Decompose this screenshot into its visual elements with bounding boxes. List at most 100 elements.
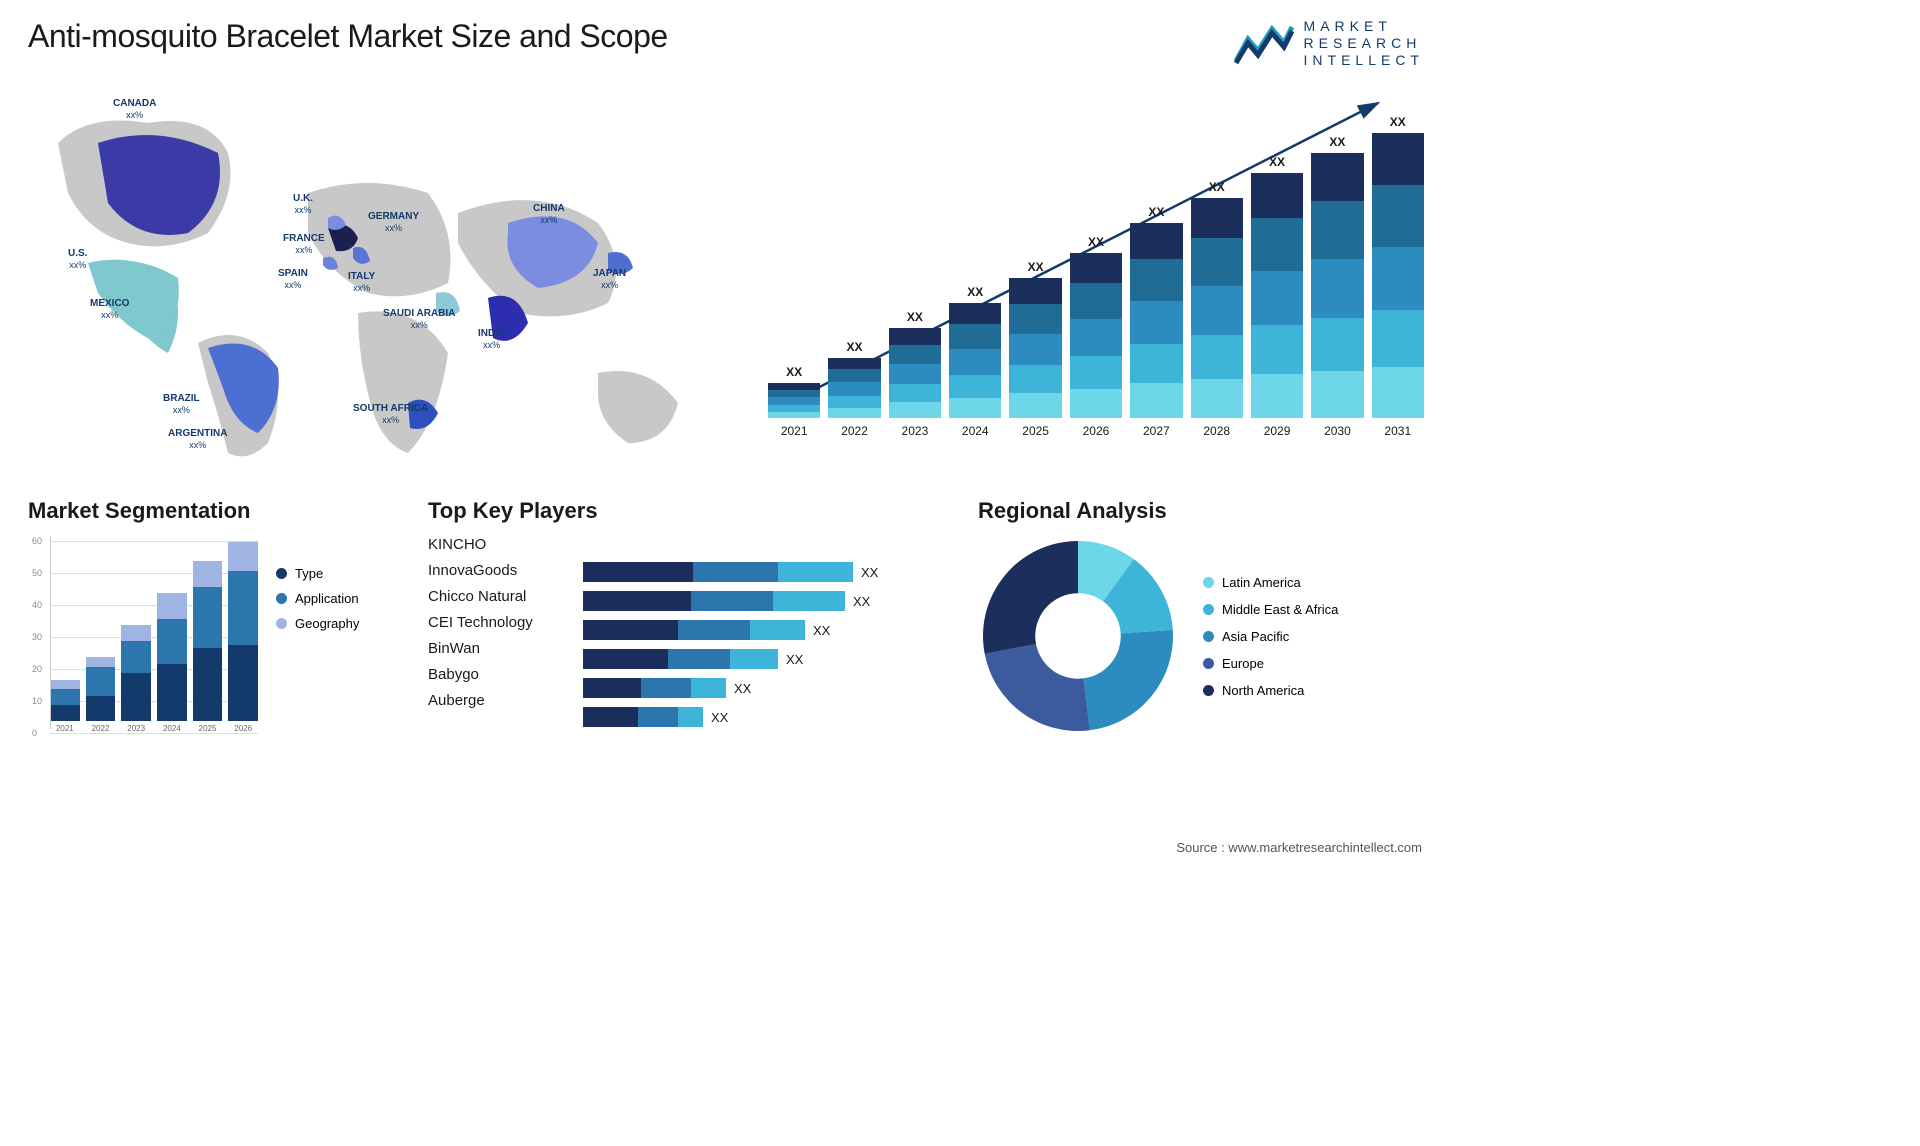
players-title: Top Key Players xyxy=(428,498,958,524)
seg-ytick: 40 xyxy=(32,600,42,610)
player-name: Auberge xyxy=(428,692,563,709)
player-bar-row: XX xyxy=(583,678,958,698)
growth-bar-year: 2021 xyxy=(781,424,808,438)
player-value: XX xyxy=(734,681,751,696)
growth-bar-year: 2027 xyxy=(1143,424,1170,438)
growth-bar-year: 2028 xyxy=(1203,424,1230,438)
map-label: ITALYxx% xyxy=(348,271,375,294)
seg-legend-item: Application xyxy=(276,591,359,606)
player-value: XX xyxy=(813,623,830,638)
player-bar-row: XX xyxy=(583,620,958,640)
player-name: KINCHO xyxy=(428,536,563,553)
source-text: Source : www.marketresearchintellect.com xyxy=(1176,840,1422,855)
donut-slice xyxy=(985,644,1090,731)
seg-bar-col: 2025 xyxy=(193,561,223,733)
growth-bar-value: XX xyxy=(847,340,863,354)
player-name: InnovaGoods xyxy=(428,562,563,579)
player-name: Babygo xyxy=(428,666,563,683)
seg-legend-item: Type xyxy=(276,566,359,581)
growth-bar-value: XX xyxy=(1269,155,1285,169)
seg-xlabel: 2024 xyxy=(163,724,181,733)
growth-bar-year: 2024 xyxy=(962,424,989,438)
growth-bar-year: 2031 xyxy=(1384,424,1411,438)
seg-xlabel: 2026 xyxy=(234,724,252,733)
growth-bar-value: XX xyxy=(1209,180,1225,194)
player-bar-row: XX xyxy=(583,562,958,582)
player-name: Chicco Natural xyxy=(428,588,563,605)
map-label: ARGENTINAxx% xyxy=(168,428,227,451)
seg-bar-col: 2024 xyxy=(157,593,187,733)
logo: MARKET RESEARCH INTELLECT xyxy=(1234,18,1424,68)
growth-bar-value: XX xyxy=(1088,235,1104,249)
logo-line3: INTELLECT xyxy=(1304,52,1424,69)
donut-slice xyxy=(1083,630,1173,730)
map-label: JAPANxx% xyxy=(593,268,626,291)
seg-xlabel: 2025 xyxy=(199,724,217,733)
player-name: CEI Technology xyxy=(428,614,563,631)
player-name: BinWan xyxy=(428,640,563,657)
growth-bar-year: 2029 xyxy=(1264,424,1291,438)
regional-legend-item: Europe xyxy=(1203,656,1338,671)
regional-donut xyxy=(978,536,1178,736)
growth-bar-col: XX 2030 xyxy=(1311,135,1363,438)
map-label: INDIAxx% xyxy=(478,328,505,351)
growth-bar-col: XX 2028 xyxy=(1191,180,1243,438)
growth-bar-col: XX 2031 xyxy=(1372,115,1424,438)
seg-bar-col: 2026 xyxy=(228,542,258,733)
map-label: CANADAxx% xyxy=(113,98,156,121)
growth-bar-value: XX xyxy=(786,365,802,379)
regional-panel: Regional Analysis Latin AmericaMiddle Ea… xyxy=(978,498,1424,751)
growth-bar-col: XX 2029 xyxy=(1251,155,1303,438)
map-label: GERMANYxx% xyxy=(368,211,419,234)
logo-icon xyxy=(1234,21,1294,65)
regional-legend: Latin America Middle East & Africa Asia Pa… xyxy=(1203,575,1338,698)
growth-bar-col: XX 2025 xyxy=(1009,260,1061,438)
seg-xlabel: 2021 xyxy=(56,724,74,733)
player-bar-row: XX xyxy=(583,591,958,611)
growth-bar-year: 2022 xyxy=(841,424,868,438)
seg-ytick: 0 xyxy=(32,728,37,738)
player-value: XX xyxy=(861,565,878,580)
segmentation-title: Market Segmentation xyxy=(28,498,408,524)
regional-legend-item: Middle East & Africa xyxy=(1203,602,1338,617)
seg-bar-col: 2023 xyxy=(121,625,151,733)
world-map: CANADAxx%U.S.xx%MEXICOxx%BRAZILxx%ARGENT… xyxy=(28,93,728,473)
map-label: SOUTH AFRICAxx% xyxy=(353,403,428,426)
seg-ytick: 20 xyxy=(32,664,42,674)
map-label: FRANCExx% xyxy=(283,233,325,256)
seg-bar-col: 2022 xyxy=(86,657,116,733)
map-label: CHINAxx% xyxy=(533,203,565,226)
growth-bar-value: XX xyxy=(1390,115,1406,129)
map-label: U.S.xx% xyxy=(68,248,87,271)
seg-ytick: 50 xyxy=(32,568,42,578)
growth-bar-year: 2025 xyxy=(1022,424,1049,438)
growth-bar-value: XX xyxy=(967,285,983,299)
seg-legend-item: Geography xyxy=(276,616,359,631)
map-label: SAUDI ARABIAxx% xyxy=(383,308,455,331)
growth-bar-col: XX 2024 xyxy=(949,285,1001,438)
map-label: BRAZILxx% xyxy=(163,393,200,416)
growth-bar-year: 2026 xyxy=(1083,424,1110,438)
growth-bar-value: XX xyxy=(1329,135,1345,149)
regional-legend-item: Asia Pacific xyxy=(1203,629,1338,644)
seg-ytick: 10 xyxy=(32,696,42,706)
segmentation-panel: Market Segmentation 2021 2022 2023 2024 2025… xyxy=(28,498,408,751)
logo-line1: MARKET xyxy=(1304,18,1424,35)
seg-ytick: 30 xyxy=(32,632,42,642)
player-value: XX xyxy=(853,594,870,609)
growth-bar-value: XX xyxy=(1148,205,1164,219)
seg-xlabel: 2022 xyxy=(92,724,110,733)
logo-line2: RESEARCH xyxy=(1304,35,1424,52)
growth-bar-col: XX2023 xyxy=(889,310,941,438)
growth-bar-year: 2030 xyxy=(1324,424,1351,438)
player-bar-row: XX xyxy=(583,707,958,727)
growth-bar-value: XX xyxy=(1028,260,1044,274)
donut-slice xyxy=(983,541,1078,654)
growth-bar-col: XX 2027 xyxy=(1130,205,1182,438)
growth-bar-col: XX 2021 xyxy=(768,365,820,438)
player-value: XX xyxy=(711,710,728,725)
regional-legend-item: Latin America xyxy=(1203,575,1338,590)
growth-bar-col: XX 2022 xyxy=(828,340,880,438)
seg-ytick: 60 xyxy=(32,536,42,546)
segmentation-chart: 2021 2022 2023 2024 2025 2026 0 10 20 30 40 50 60 xyxy=(28,536,258,751)
